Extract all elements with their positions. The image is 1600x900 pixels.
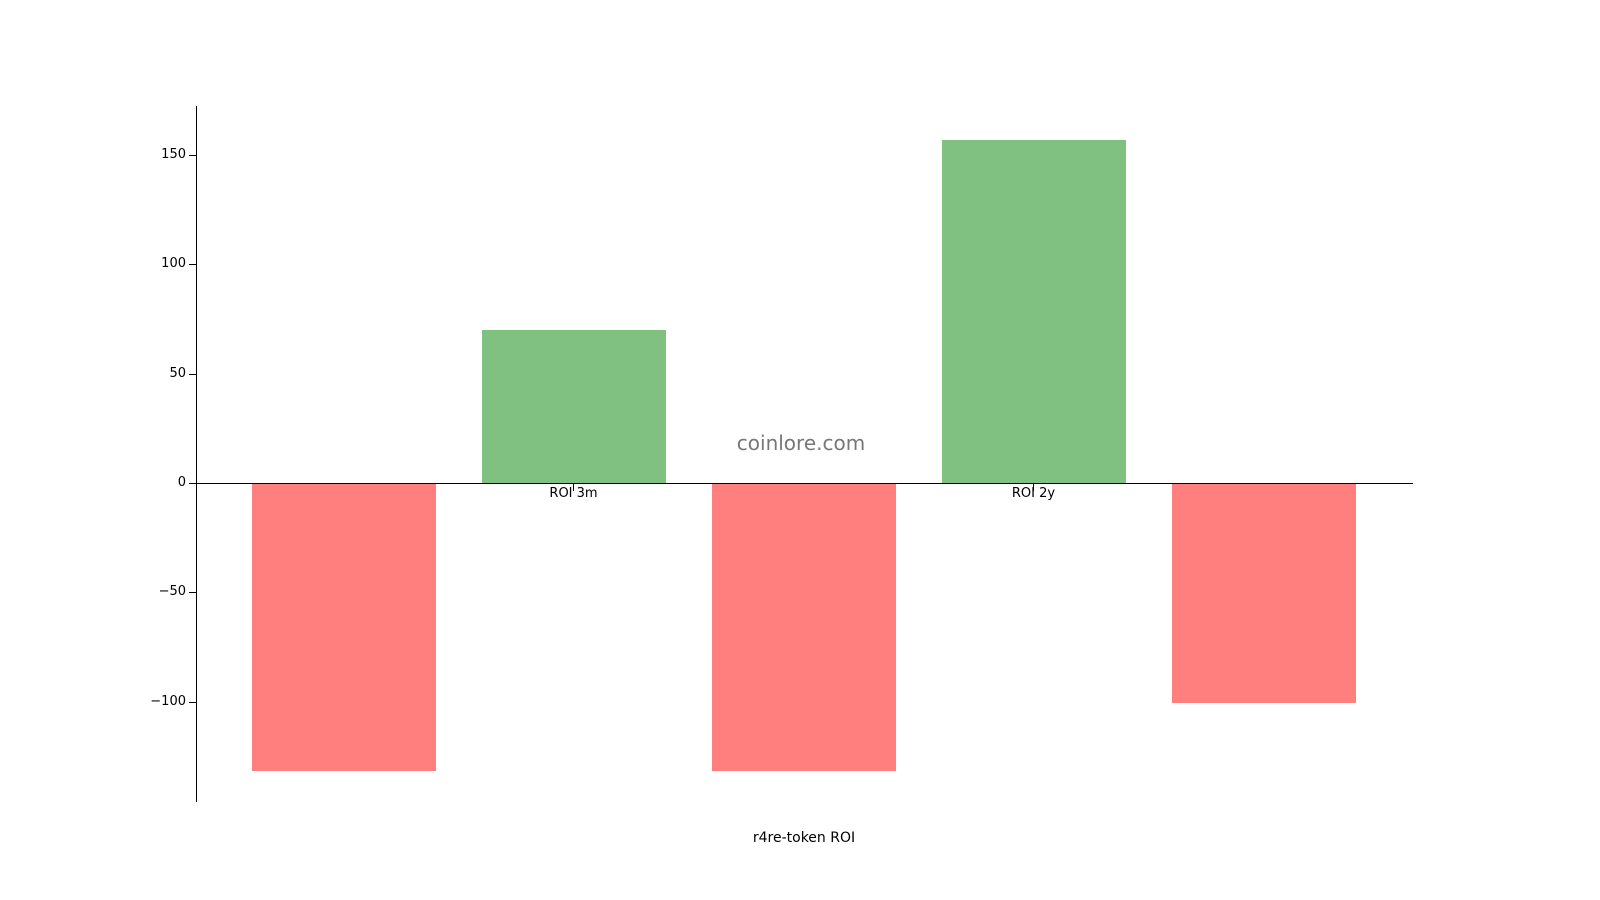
y-tick-mark bbox=[189, 264, 196, 266]
y-tick-mark bbox=[189, 701, 196, 703]
y-tick-mark bbox=[189, 592, 196, 594]
bar-negative bbox=[711, 484, 896, 771]
y-tick-label: −100 bbox=[150, 693, 186, 709]
x-axis-zero-line bbox=[196, 483, 1413, 484]
y-axis-line bbox=[196, 106, 197, 802]
y-tick-mark bbox=[189, 155, 196, 156]
y-tick-label: 150 bbox=[161, 147, 186, 162]
y-tick-label: 0 bbox=[177, 475, 186, 490]
x-tick-mark bbox=[1033, 483, 1034, 491]
y-tick-label: 100 bbox=[161, 256, 186, 272]
watermark: coinlore.com bbox=[736, 431, 866, 455]
y-tick-mark bbox=[189, 373, 196, 375]
bar-negative bbox=[1171, 484, 1356, 703]
bar-positive bbox=[481, 329, 666, 483]
y-tick-mark bbox=[189, 483, 196, 484]
x-tick-mark bbox=[573, 483, 574, 491]
chart-title: r4re-token ROI bbox=[752, 830, 856, 846]
x-tick-label: ROI 3m bbox=[549, 486, 598, 501]
bar-positive bbox=[941, 139, 1126, 483]
x-tick-label: ROI 2y bbox=[1011, 486, 1056, 501]
y-tick-label: 50 bbox=[169, 365, 186, 381]
y-tick-label: −50 bbox=[158, 584, 186, 600]
bar-negative bbox=[251, 484, 436, 771]
